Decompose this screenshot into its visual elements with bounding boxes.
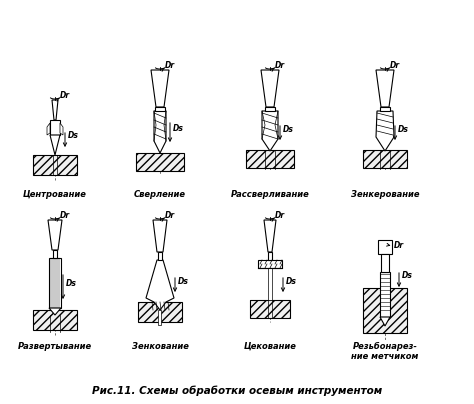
Polygon shape	[262, 111, 278, 151]
Polygon shape	[261, 70, 279, 107]
Text: Сверление: Сверление	[134, 190, 186, 199]
Text: Dr: Dr	[60, 91, 70, 101]
Bar	[246, 150, 294, 168]
Text: Dr: Dr	[275, 212, 285, 221]
Bar	[381, 254, 389, 272]
Bar	[258, 260, 282, 268]
Text: Рассверливание: Рассверливание	[231, 190, 310, 199]
Polygon shape	[52, 100, 58, 120]
Text: Dr: Dr	[60, 212, 70, 221]
Bar	[363, 288, 407, 333]
Text: Рис.11. Схемы обработки осевым инструментом: Рис.11. Схемы обработки осевым инструмен…	[92, 385, 382, 396]
Bar	[138, 302, 182, 322]
Bar	[380, 107, 390, 111]
Text: Dr: Dr	[165, 212, 175, 221]
Polygon shape	[50, 120, 60, 135]
Bar	[33, 310, 77, 330]
Bar	[380, 272, 390, 317]
Polygon shape	[380, 317, 390, 326]
Bar	[268, 268, 272, 300]
Bar	[33, 155, 77, 175]
Text: Зенкерование: Зенкерование	[351, 190, 419, 199]
Bar	[268, 252, 272, 260]
Bar	[49, 258, 61, 308]
Bar	[250, 300, 290, 318]
Text: Зенкование: Зенкование	[132, 342, 189, 351]
Text: Ds: Ds	[68, 131, 79, 141]
Polygon shape	[49, 308, 61, 315]
Polygon shape	[154, 111, 166, 153]
Polygon shape	[151, 70, 169, 107]
Text: Ds: Ds	[283, 124, 294, 133]
Bar	[363, 150, 407, 168]
Bar	[363, 150, 407, 168]
Text: Развертывание: Развертывание	[18, 342, 92, 351]
Bar	[265, 107, 275, 111]
Polygon shape	[146, 260, 174, 310]
Bar	[158, 252, 162, 260]
Bar	[33, 155, 77, 175]
Bar	[136, 153, 184, 171]
Bar	[155, 107, 165, 111]
Text: Dr: Dr	[165, 61, 175, 71]
Text: Dr: Dr	[275, 61, 285, 71]
Text: Ds: Ds	[178, 276, 189, 286]
Bar	[378, 240, 392, 254]
Polygon shape	[376, 111, 394, 151]
Bar	[136, 153, 184, 171]
Text: Ds: Ds	[398, 124, 409, 133]
Bar	[33, 310, 77, 330]
Text: Центрование: Центрование	[23, 190, 87, 199]
Text: Ds: Ds	[402, 271, 413, 280]
Text: Резьбонарез-
ние метчиком: Резьбонарез- ние метчиком	[351, 342, 419, 362]
Polygon shape	[376, 70, 394, 107]
Polygon shape	[153, 220, 167, 252]
Text: Ds: Ds	[66, 278, 77, 288]
Bar	[363, 288, 407, 333]
Bar	[138, 302, 182, 322]
Bar	[53, 250, 57, 258]
Polygon shape	[264, 220, 276, 252]
Text: Ds: Ds	[286, 276, 297, 286]
Text: Dr: Dr	[390, 61, 400, 71]
Bar	[246, 150, 294, 168]
Text: Цекование: Цекование	[244, 342, 296, 351]
Polygon shape	[47, 123, 50, 135]
Bar	[250, 300, 290, 318]
Text: Ds: Ds	[173, 124, 184, 133]
Polygon shape	[60, 123, 63, 135]
Polygon shape	[50, 135, 60, 155]
Polygon shape	[48, 220, 62, 250]
Text: Dr: Dr	[394, 240, 404, 250]
Bar	[158, 310, 162, 325]
